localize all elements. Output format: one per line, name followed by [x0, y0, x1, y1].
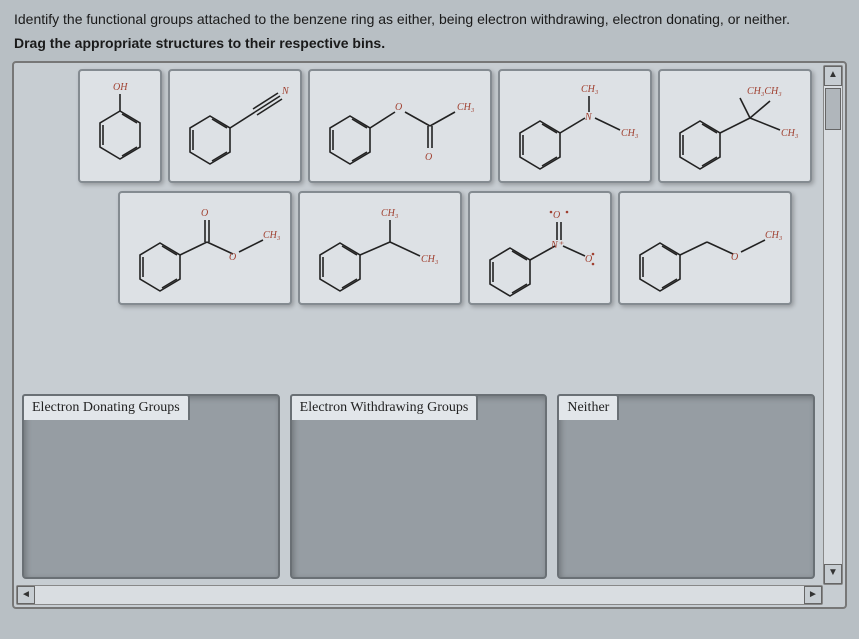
label-o-r: O [585, 254, 592, 265]
label-n: N [281, 86, 290, 97]
prompt-line-2: Drag the appropriate structures to their… [14, 34, 845, 54]
label-oh: OH [113, 82, 128, 93]
structure-phenol: OH [85, 76, 155, 176]
canvas: OH N [14, 63, 823, 585]
structure-methoxymethyl: O CH₃ [625, 198, 785, 298]
structure-acetoxy: O CH₃ O [315, 76, 485, 176]
label-o-bottom: O [425, 152, 432, 163]
label-o-top: O [395, 102, 402, 113]
card-dimethylamino[interactable]: CH₃ N CH₃ [498, 69, 652, 183]
bin-label-donating: Electron Donating Groups [22, 394, 190, 420]
label-o-single: O [229, 252, 236, 263]
question-prompt: Identify the functional groups attached … [0, 0, 859, 57]
label-ch3: CH₃ [263, 230, 281, 241]
card-phenol[interactable]: OH [78, 69, 162, 183]
card-tert-butyl[interactable]: CH₃CH₃ CH₃ [658, 69, 812, 183]
card-ester-carbonyl[interactable]: O O CH₃ [118, 191, 292, 305]
card-row-2: O O CH₃ CH₃ [18, 191, 819, 305]
scroll-down-icon[interactable]: ▼ [824, 564, 842, 584]
label-n-plus: N⁺ [550, 240, 564, 251]
label-ch3-top: CH₃ [381, 208, 399, 219]
card-row-1: OH N [18, 69, 819, 183]
scroll-thumb-v[interactable] [825, 88, 841, 130]
scroll-up-icon[interactable]: ▲ [824, 66, 842, 86]
label-o-top: O [553, 210, 560, 221]
structure-tertbutyl: CH₃CH₃ CH₃ [665, 76, 805, 176]
label-ch3-r: CH₃ [781, 128, 799, 139]
label-n: N [584, 112, 593, 123]
label-ch3-r: CH₃ [621, 128, 639, 139]
structure-isopropyl: CH₃ CH₃ [305, 198, 455, 298]
label-ch3-r: CH₃ [421, 254, 439, 265]
label-ch3-top: CH₃ [581, 84, 599, 95]
structure-ester: O O CH₃ [125, 198, 285, 298]
bin-electron-donating[interactable]: Electron Donating Groups [22, 394, 280, 579]
structure-dimethylamino: CH₃ N CH₃ [505, 76, 645, 176]
label-ch3: CH₃ [765, 230, 783, 241]
card-methoxymethyl[interactable]: O CH₃ [618, 191, 792, 305]
card-nitro[interactable]: O N⁺ O [468, 191, 612, 305]
prompt-line-1: Identify the functional groups attached … [14, 10, 845, 30]
bin-electron-withdrawing[interactable]: Electron Withdrawing Groups [290, 394, 548, 579]
horizontal-scrollbar[interactable]: ◄ ► [16, 585, 823, 605]
card-isopropyl[interactable]: CH₃ CH₃ [298, 191, 462, 305]
structure-alkynyl: N [175, 76, 295, 176]
structure-nitro: O N⁺ O [475, 198, 605, 298]
label-ch3ch3: CH₃CH₃ [747, 86, 782, 97]
label-o: O [731, 252, 738, 263]
label-o-dbl: O [201, 208, 208, 219]
label-ch3: CH₃ [457, 102, 475, 113]
drop-bins: Electron Donating Groups Electron Withdr… [22, 394, 815, 579]
bin-label-withdrawing: Electron Withdrawing Groups [290, 394, 479, 420]
card-alkynyl-n[interactable]: N [168, 69, 302, 183]
bin-label-neither: Neither [557, 394, 619, 420]
bin-neither[interactable]: Neither [557, 394, 815, 579]
scroll-right-icon[interactable]: ► [804, 586, 822, 604]
scroll-left-icon[interactable]: ◄ [17, 586, 35, 604]
card-acetoxy[interactable]: O CH₃ O [308, 69, 492, 183]
vertical-scrollbar[interactable]: ▲ ▼ [823, 65, 843, 585]
drag-drop-workarea: OH N [12, 61, 847, 609]
